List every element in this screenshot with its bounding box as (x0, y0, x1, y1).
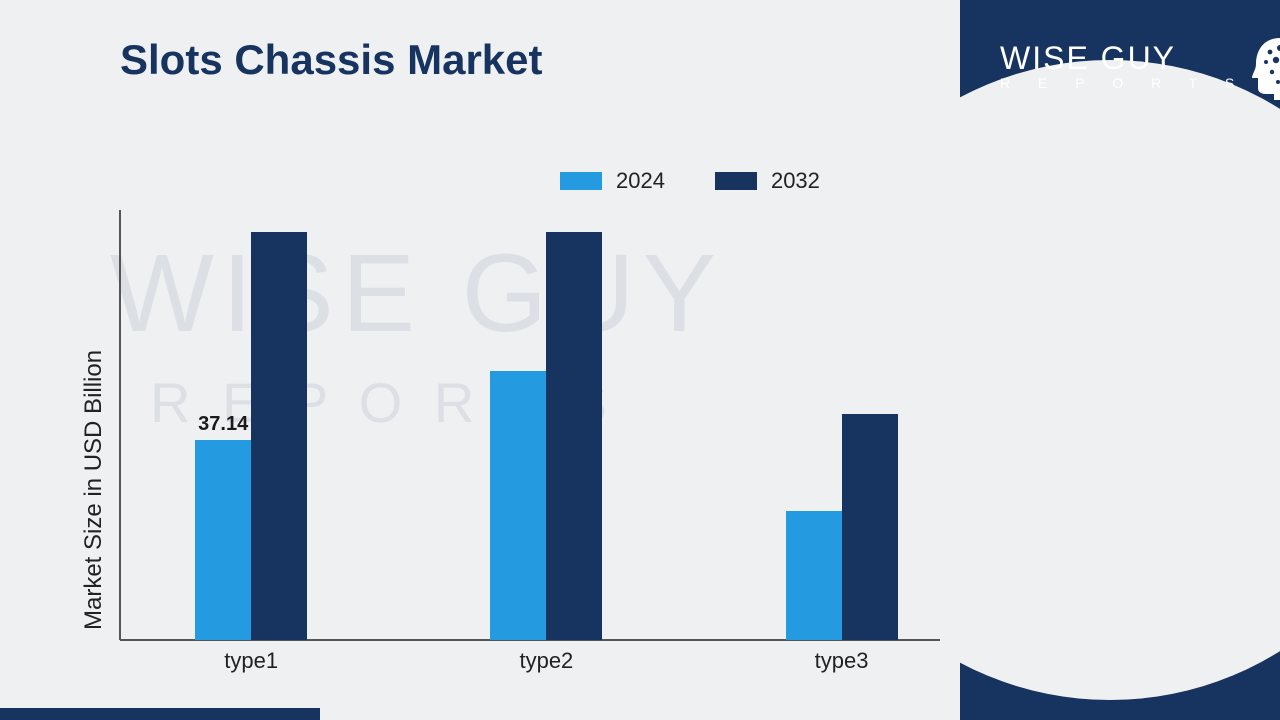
legend-item-2032: 2032 (715, 168, 820, 194)
bar (251, 232, 307, 641)
chart-title: Slots Chassis Market (120, 36, 543, 84)
bar (842, 414, 898, 640)
category-label: type1 (224, 648, 278, 674)
chart-legend: 2024 2032 (560, 168, 820, 194)
category-label: type3 (815, 648, 869, 674)
bar (490, 371, 546, 640)
bar-value-label: 37.14 (198, 413, 248, 436)
chart-plot-area: type1type2type337.14 (120, 210, 940, 640)
legend-label-2024: 2024 (616, 168, 665, 194)
y-axis (119, 210, 121, 640)
category-label: type2 (519, 648, 573, 674)
y-axis-label: Market Size in USD Billion (80, 350, 108, 630)
legend-item-2024: 2024 (560, 168, 665, 194)
stage: WISE GUY R E P O R T S Slots Chassis Mar… (0, 0, 1280, 720)
legend-swatch-2024 (560, 172, 602, 190)
logo-text-line2: R E P O R T S (1000, 76, 1246, 90)
bar (195, 440, 251, 640)
bottom-strip (0, 708, 320, 720)
logo-text-line1: WISE GUY (1000, 42, 1246, 74)
legend-swatch-2032 (715, 172, 757, 190)
logo-head-icon (1250, 36, 1280, 100)
bar (786, 511, 842, 640)
bar (546, 232, 602, 641)
brand-logo: WISE GUY R E P O R T S (1000, 42, 1246, 90)
legend-label-2032: 2032 (771, 168, 820, 194)
